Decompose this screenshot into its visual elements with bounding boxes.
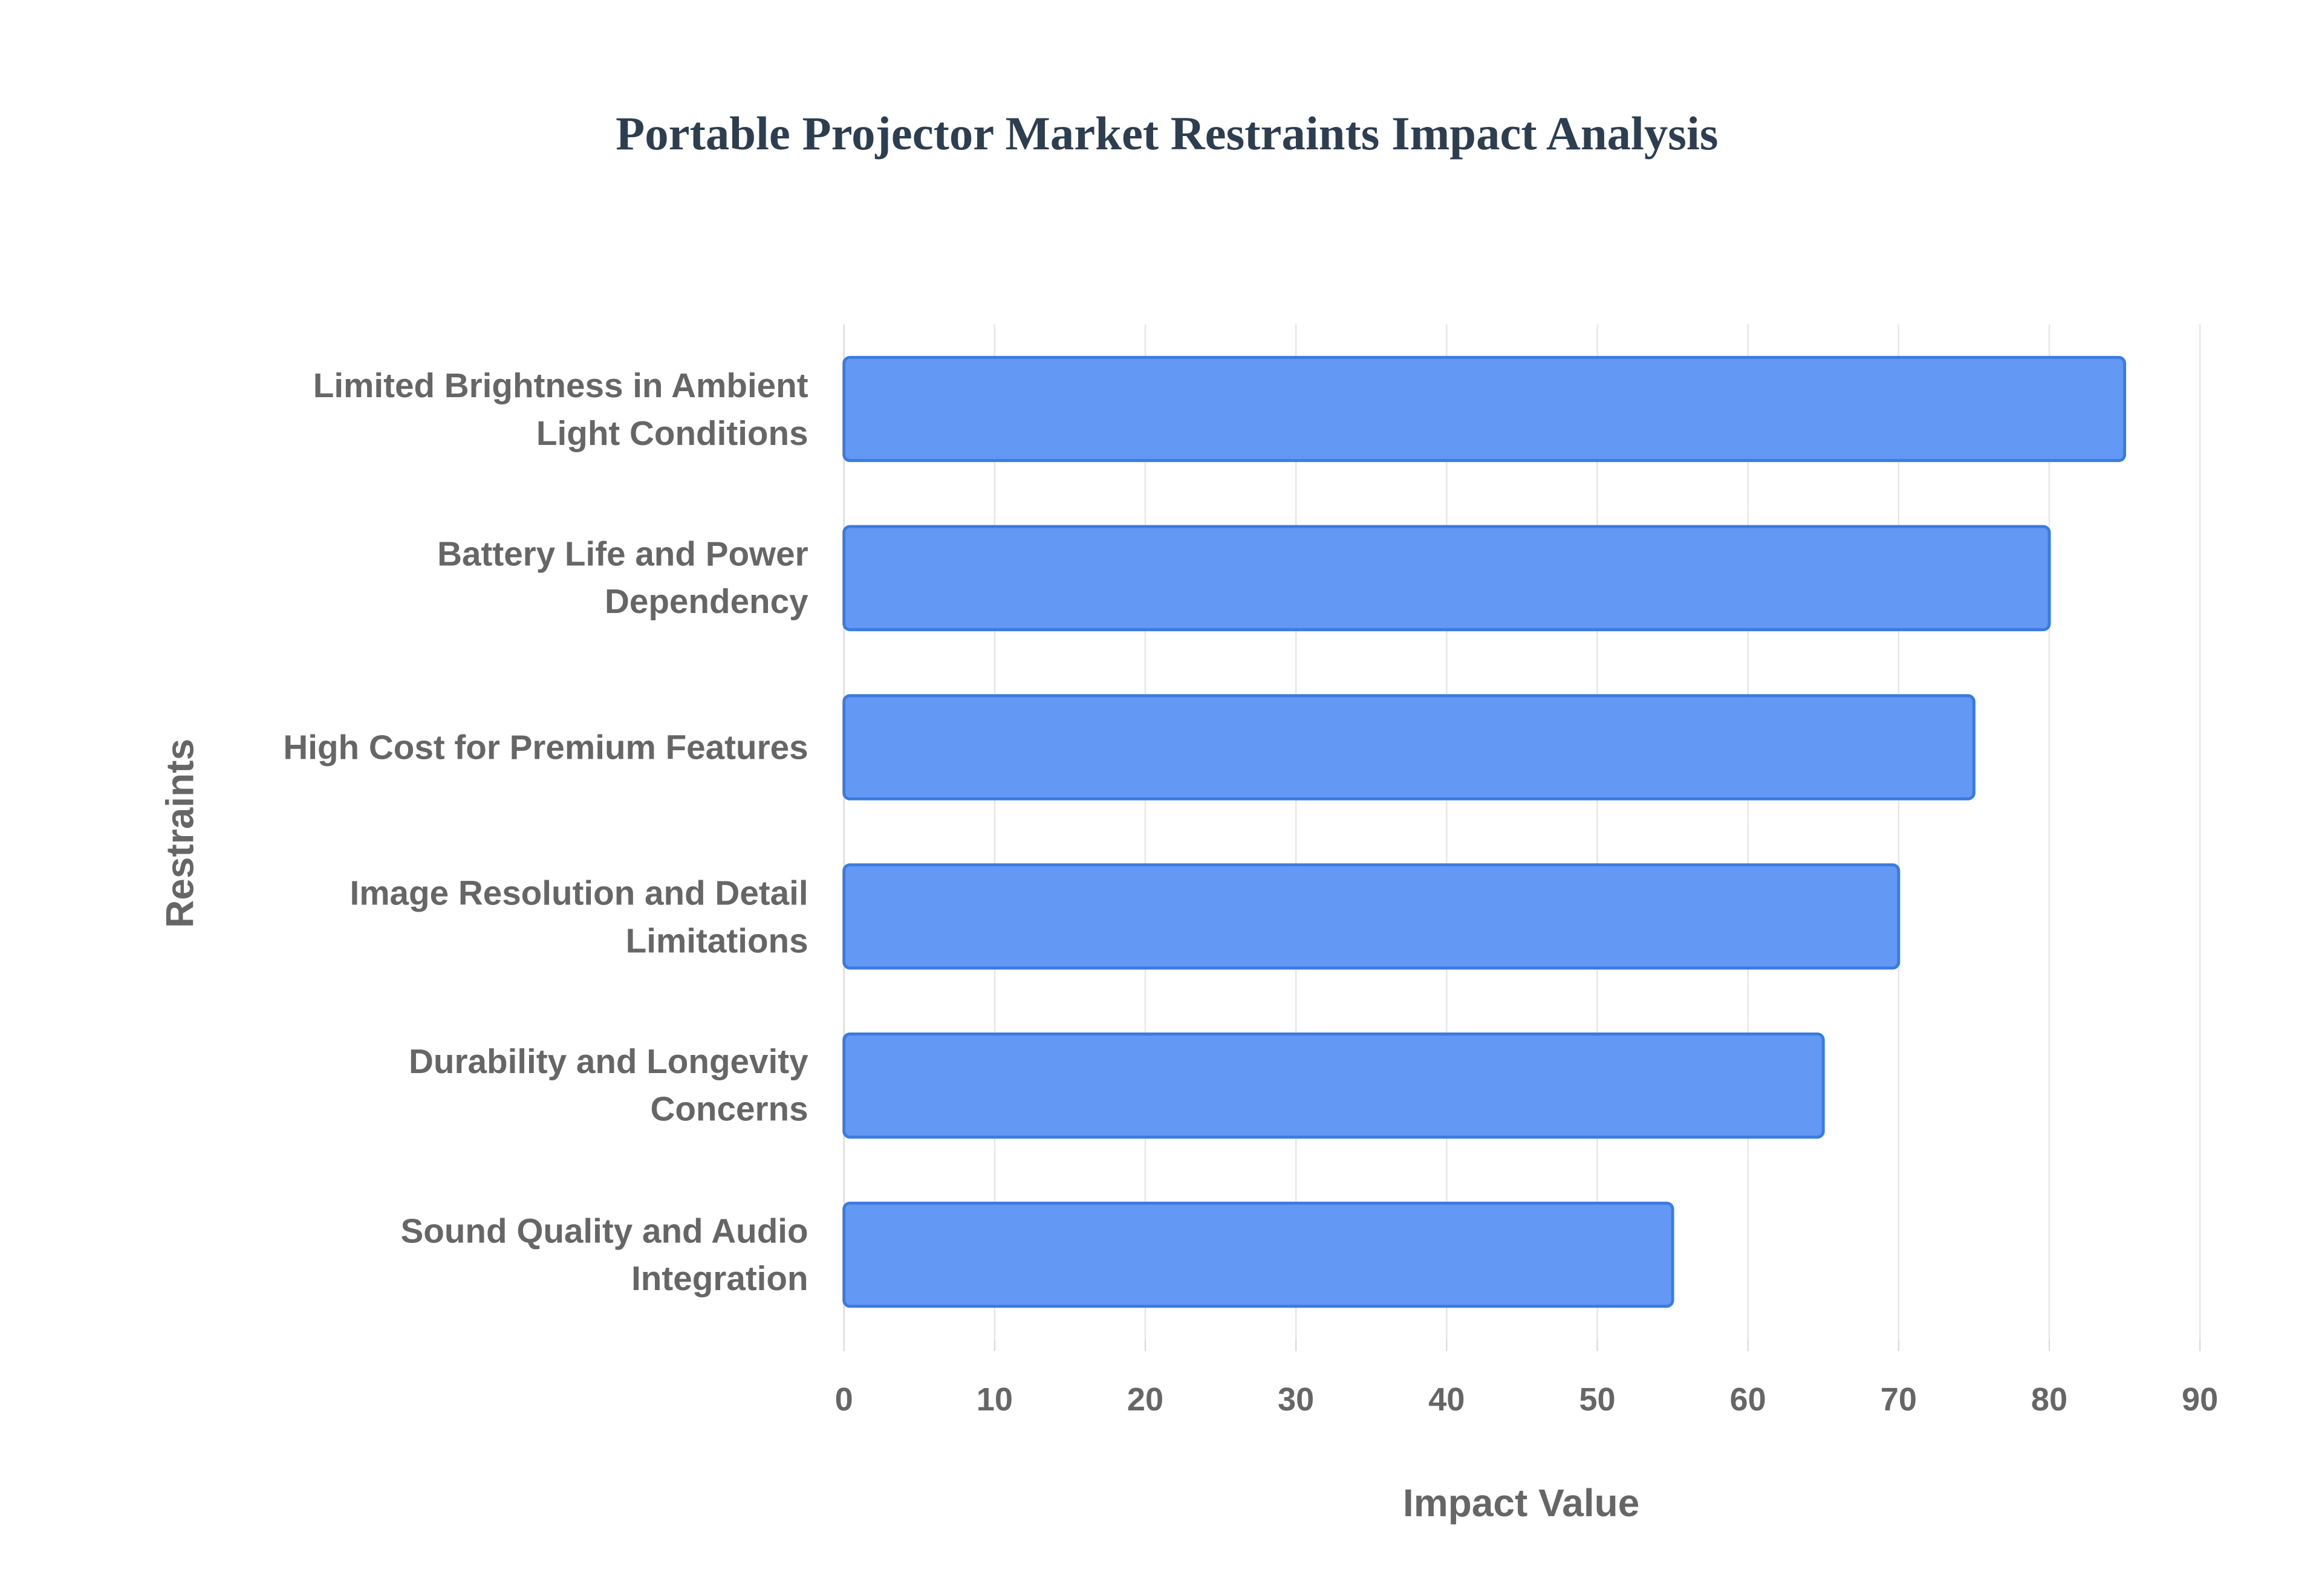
x-tick-label: 30 <box>1278 1381 1314 1418</box>
bar <box>842 1201 1674 1308</box>
x-tick-label: 80 <box>2031 1381 2067 1418</box>
x-tick-label: 20 <box>1127 1381 1163 1418</box>
x-tick-label: 60 <box>1730 1381 1766 1418</box>
bar <box>842 1032 1825 1139</box>
y-tick-label: Image Resolution and Detail Limitations <box>350 873 808 960</box>
y-tick-label-box: Sound Quality and Audio Integration <box>400 1212 808 1298</box>
y-tick-label-box: Durability and Longevity Concerns <box>409 1042 808 1129</box>
y-tick-label: Battery Life and Power Dependency <box>437 534 808 621</box>
bar <box>842 694 1976 800</box>
y-tick-label: Limited Brightness in Ambient Light Cond… <box>313 366 808 452</box>
y-tick-label: Durability and Longevity Concerns <box>409 1042 808 1129</box>
bar <box>842 525 2051 632</box>
x-tick-label: 90 <box>2182 1381 2218 1418</box>
y-tick-label-box: Battery Life and Power Dependency <box>437 534 808 621</box>
x-tick-label: 40 <box>1428 1381 1465 1418</box>
y-tick-label: Sound Quality and Audio Integration <box>400 1212 808 1298</box>
bar <box>842 355 2127 462</box>
x-axis-title: Impact Value <box>1403 1481 1639 1525</box>
x-tick-label: 10 <box>977 1381 1013 1418</box>
bar <box>842 863 1901 970</box>
y-tick-label-box: Image Resolution and Detail Limitations <box>350 873 808 960</box>
y-axis-title: Restraints <box>158 739 202 928</box>
x-tick-label: 0 <box>835 1381 853 1418</box>
x-tick-label: 70 <box>1881 1381 1917 1418</box>
y-tick-label-box: Limited Brightness in Ambient Light Cond… <box>313 366 808 452</box>
x-tick-label: 50 <box>1579 1381 1615 1418</box>
y-tick-label: High Cost for Premium Features <box>283 728 808 767</box>
y-tick-label-box: High Cost for Premium Features <box>283 728 808 767</box>
chart-title: Portable Projector Market Restraints Imp… <box>616 108 1718 160</box>
